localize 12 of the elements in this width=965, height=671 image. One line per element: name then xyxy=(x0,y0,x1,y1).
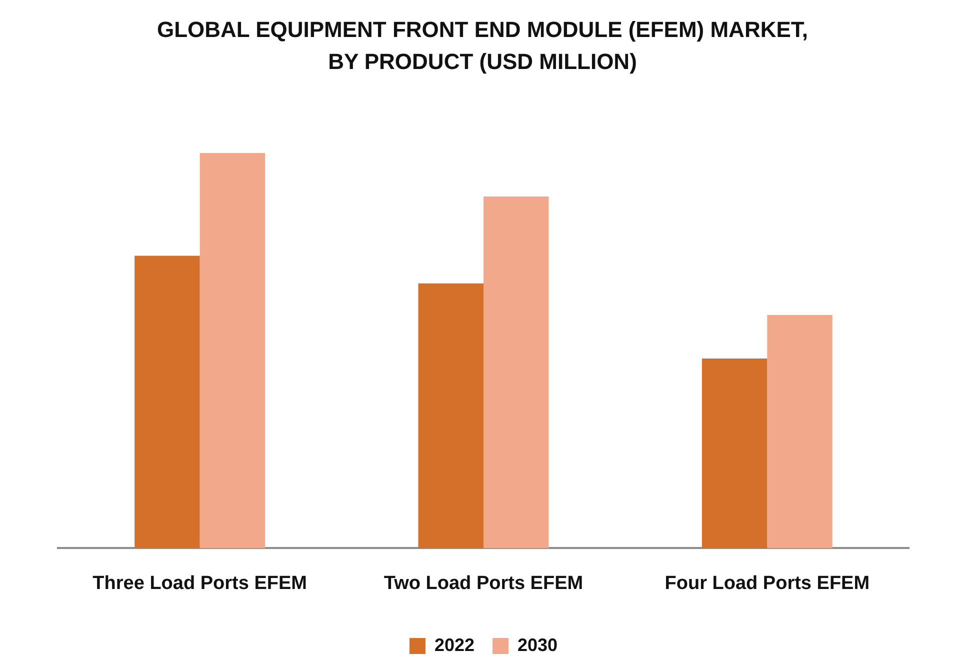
chart-title: GLOBAL EQUIPMENT FRONT END MODULE (EFEM) MARKET, BY PRODUCT (USD MILLION) xyxy=(156,16,810,76)
legend-label: 2022 xyxy=(434,634,475,655)
bar xyxy=(418,283,484,548)
bar xyxy=(200,153,266,548)
x-tick-label: Four Load Ports EFEM xyxy=(664,572,870,594)
bar xyxy=(484,196,549,548)
bar xyxy=(767,315,832,548)
bar xyxy=(702,358,768,548)
bar xyxy=(134,256,200,548)
legend-label: 2030 xyxy=(518,634,558,655)
x-tick-label: Three Load Ports EFEM xyxy=(92,572,307,594)
x-tick-label: Two Load Ports EFEM xyxy=(384,572,584,594)
